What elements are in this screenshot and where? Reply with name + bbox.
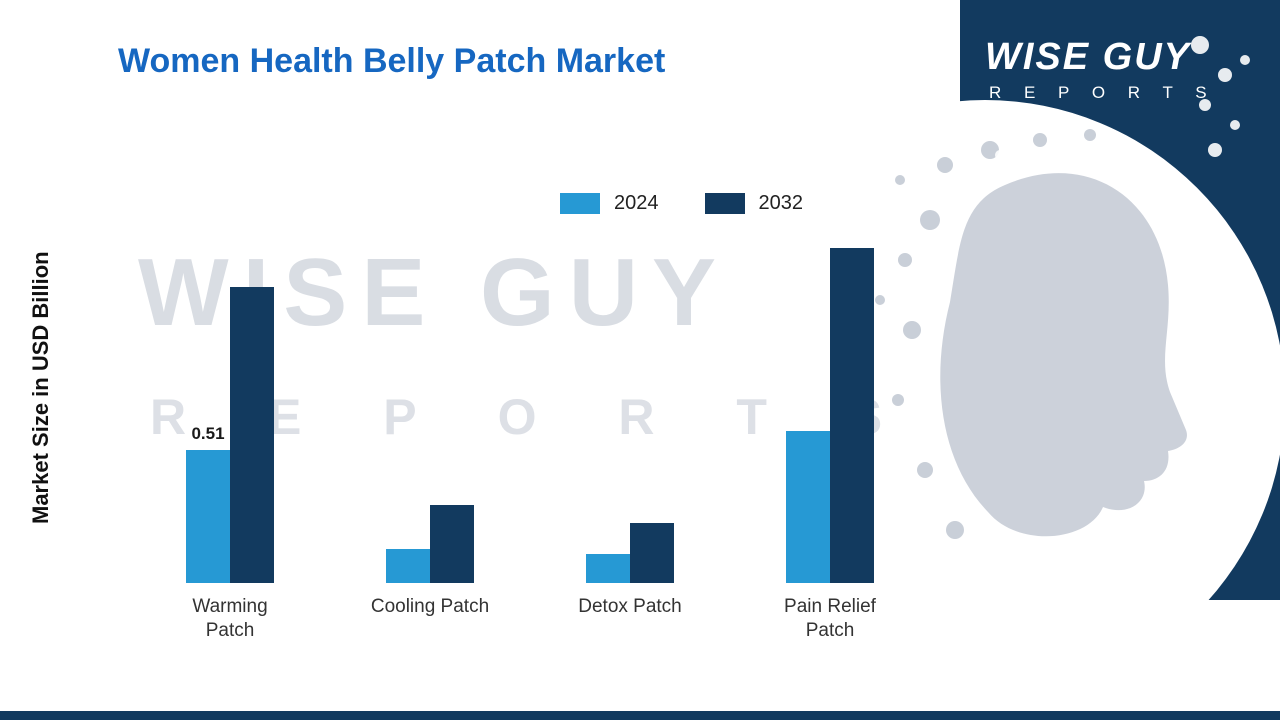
bar-2024-cooling-patch (386, 549, 430, 583)
legend-swatch-2024 (560, 193, 600, 214)
bar-2032-cooling-patch (430, 505, 474, 583)
legend-label-2024: 2024 (614, 192, 659, 214)
bar-chart-plot-area: 0.51 Warming Patch Cooling Patch Detox Patc… (130, 243, 930, 641)
bar-2032-warming-patch (230, 287, 274, 583)
logo: WISE GUY R E P O R T S (985, 36, 1216, 103)
logo-subtitle: R E P O R T S (989, 83, 1216, 102)
bar-2032-pain-relief-patch (830, 248, 874, 583)
category-label-detox-patch: Detox Patch (578, 596, 682, 617)
bottom-accent-strip (0, 711, 1280, 720)
white-dot-cluster (939, 36, 1250, 591)
legend-item-2032: 2032 (704, 192, 804, 215)
bar-2032-detox-patch (630, 523, 674, 583)
category-label-cooling-patch: Cooling Patch (370, 596, 490, 617)
bar-value-label-warming-patch: 0.51 (191, 424, 225, 443)
bar-2024-detox-patch (586, 554, 630, 583)
page-title: Women Health Belly Patch Market (118, 42, 666, 80)
gray-dot-cluster (875, 129, 1096, 539)
logo-wordmark: WISE GUY (985, 36, 1192, 78)
legend-item-2024: 2024 (560, 192, 659, 215)
legend-swatch-2032 (704, 193, 745, 214)
y-axis-label: Market Size in USD Billion (28, 251, 53, 524)
chart-legend: 2024 2032 (560, 192, 803, 215)
face-silhouette-graphic (940, 173, 1187, 537)
category-label-pain-relief-patch: Pain Relief Patch (784, 596, 876, 641)
bar-2024-pain-relief-patch (786, 431, 830, 583)
bar-2024-warming-patch (186, 450, 230, 583)
category-label-warming-patch: Warming Patch (192, 596, 268, 641)
legend-label-2032: 2032 (758, 192, 804, 214)
